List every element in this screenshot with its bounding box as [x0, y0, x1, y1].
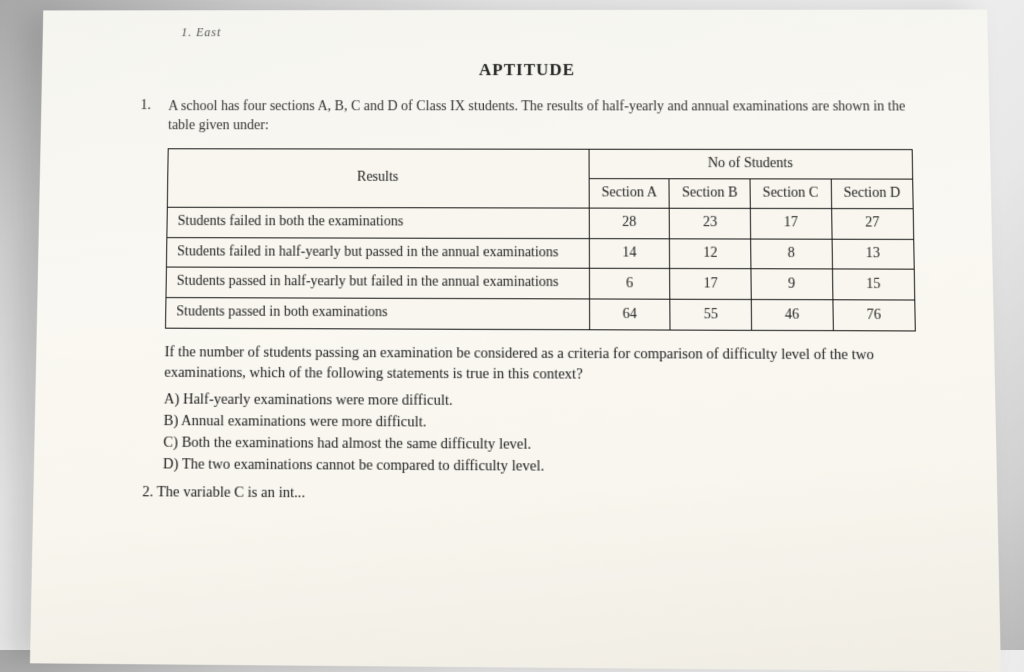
cell: 46 — [751, 300, 833, 331]
table-row: Students passed in half-yearly but faile… — [166, 267, 915, 300]
results-table: Results No of Students Section A Section… — [165, 148, 916, 331]
header-scribble: 1. East — [181, 25, 221, 40]
cell: 23 — [670, 208, 751, 239]
question-number: 1. — [140, 98, 158, 136]
cell: 17 — [670, 269, 751, 300]
col-section-c: Section C — [750, 179, 831, 209]
row-label: Students failed in half-yearly but passe… — [166, 237, 589, 268]
cell: 9 — [751, 269, 833, 300]
col-section-b: Section B — [669, 179, 750, 209]
follow-up-text: If the number of students passing an exa… — [164, 343, 923, 387]
cell: 55 — [670, 299, 751, 330]
cell: 17 — [750, 208, 831, 239]
cell: 13 — [832, 239, 915, 270]
cell: 15 — [832, 269, 915, 300]
row-label: Students passed in half-yearly but faile… — [166, 267, 589, 299]
cell: 27 — [831, 208, 914, 239]
document-page: 1. East APTITUDE 1. A school has four se… — [30, 10, 1001, 672]
cell: 76 — [832, 300, 915, 331]
cell: 14 — [589, 238, 670, 269]
results-header-cell: Results — [167, 149, 589, 208]
no-of-students-header: No of Students — [589, 149, 913, 179]
options-block: A) Half-yearly examinations were more di… — [163, 389, 925, 480]
col-section-d: Section D — [831, 179, 913, 209]
cell: 12 — [670, 238, 751, 269]
cell: 64 — [589, 299, 670, 330]
option-d: D) The two examinations cannot be compar… — [163, 454, 925, 480]
row-label: Students failed in both the examinations — [167, 207, 589, 238]
question-text: A school has four sections A, B, C and D… — [168, 98, 919, 137]
col-section-a: Section A — [589, 178, 670, 208]
section-title: APTITUDE — [141, 60, 918, 80]
cell: 8 — [751, 239, 832, 270]
results-table-wrap: Results No of Students Section A Section… — [165, 148, 922, 331]
next-question-cutoff: 2. The variable C is an int... — [142, 484, 925, 507]
table-row: Students passed in both examinations 64 … — [166, 298, 916, 331]
cell: 28 — [589, 208, 670, 239]
table-header-row-1: Results No of Students — [168, 149, 913, 179]
row-label: Students passed in both examinations — [166, 298, 590, 330]
question-block: 1. A school has four sections A, B, C an… — [140, 98, 919, 137]
table-row: Students failed in both the examinations… — [167, 207, 914, 239]
cell: 6 — [589, 269, 670, 300]
table-row: Students failed in half-yearly but passe… — [166, 237, 914, 269]
